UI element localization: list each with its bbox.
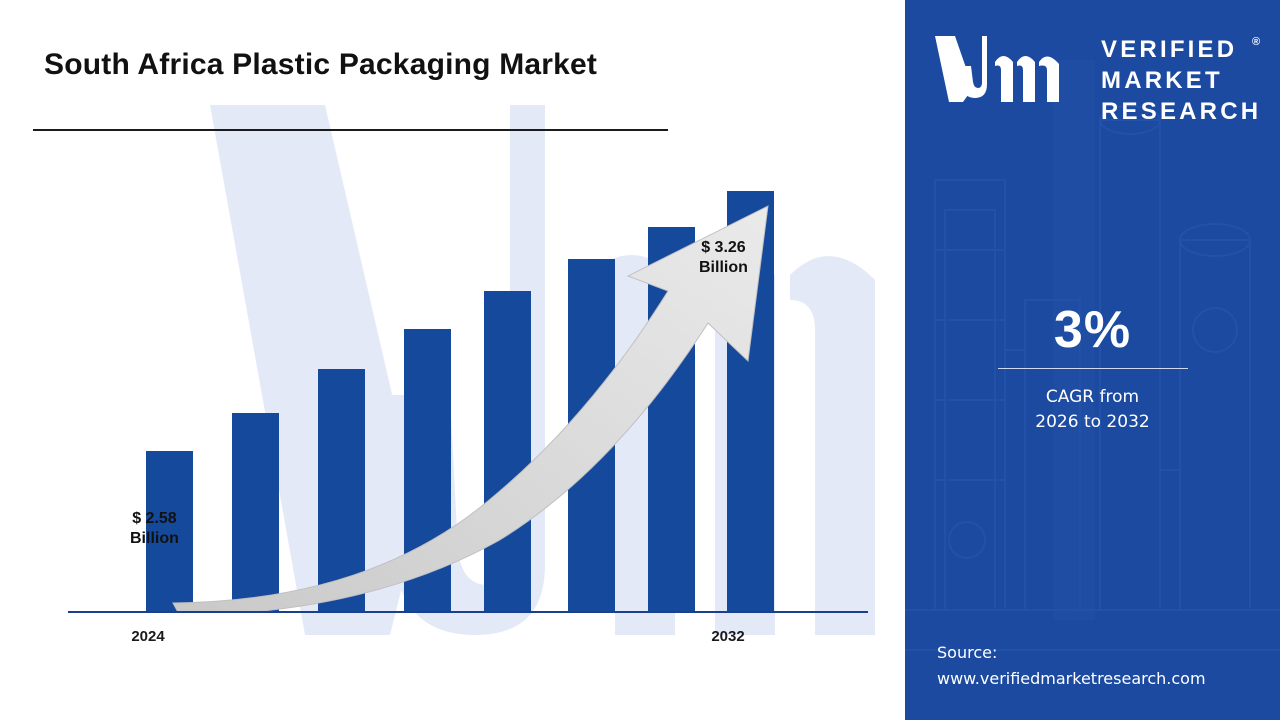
x-tick-2032: 2032 — [711, 628, 745, 645]
source-label: Source: — [937, 643, 998, 662]
cagr-value: 3% — [1053, 301, 1132, 359]
page-title: South Africa Plastic Packaging Market — [44, 48, 598, 81]
bar-2029 — [568, 259, 615, 611]
bar-2027 — [404, 329, 451, 611]
cagr-divider — [998, 368, 1188, 369]
x-axis-line — [68, 611, 868, 613]
brand-line-verified: VERIFIED — [1101, 36, 1238, 63]
source-url[interactable]: www.verifiedmarketresearch.com — [937, 669, 1206, 688]
first-value-unit: Billion — [130, 530, 179, 547]
plot-area: $ 2.58 Billion $ 3.26 Billion 2024 2032 — [68, 150, 868, 665]
cagr-caption-line1: CAGR from — [1045, 387, 1140, 407]
brand-panel: VERIFIED MARKET RESEARCH ® 3% CAGR from … — [905, 0, 1280, 720]
brand-wordmark: VERIFIED MARKET RESEARCH — [1101, 34, 1261, 127]
bar-2026 — [318, 369, 365, 611]
cagr-caption: CAGR from 2026 to 2032 — [905, 385, 1280, 435]
brand-lockup: VERIFIED MARKET RESEARCH ® — [905, 26, 1280, 125]
chart-panel: South Africa Plastic Packaging Market — [33, 48, 875, 665]
brand-line-research: RESEARCH — [1101, 98, 1262, 125]
first-value-amount: $ 2.58 — [132, 510, 177, 527]
last-value-amount: $ 3.26 — [701, 239, 746, 256]
registered-trademark-icon: ® — [1252, 36, 1261, 48]
bar-2028 — [484, 291, 531, 611]
x-tick-2024: 2024 — [131, 628, 165, 645]
vmr-logo-icon — [935, 36, 1059, 102]
bar-series — [68, 171, 868, 611]
bar-2025 — [232, 413, 279, 611]
cagr-caption-line2: 2026 to 2032 — [1035, 412, 1150, 432]
first-value-label: $ 2.58 Billion — [130, 509, 179, 549]
brand-line-market: MARKET — [1101, 67, 1223, 94]
last-value-label: $ 3.26 Billion — [699, 238, 748, 278]
last-value-unit: Billion — [699, 259, 748, 276]
bar-2030 — [648, 227, 695, 611]
industrial-background-graphic — [905, 60, 1280, 651]
source-block: Source: www.verifiedmarketresearch.com — [937, 640, 1206, 692]
title-divider — [33, 129, 668, 131]
